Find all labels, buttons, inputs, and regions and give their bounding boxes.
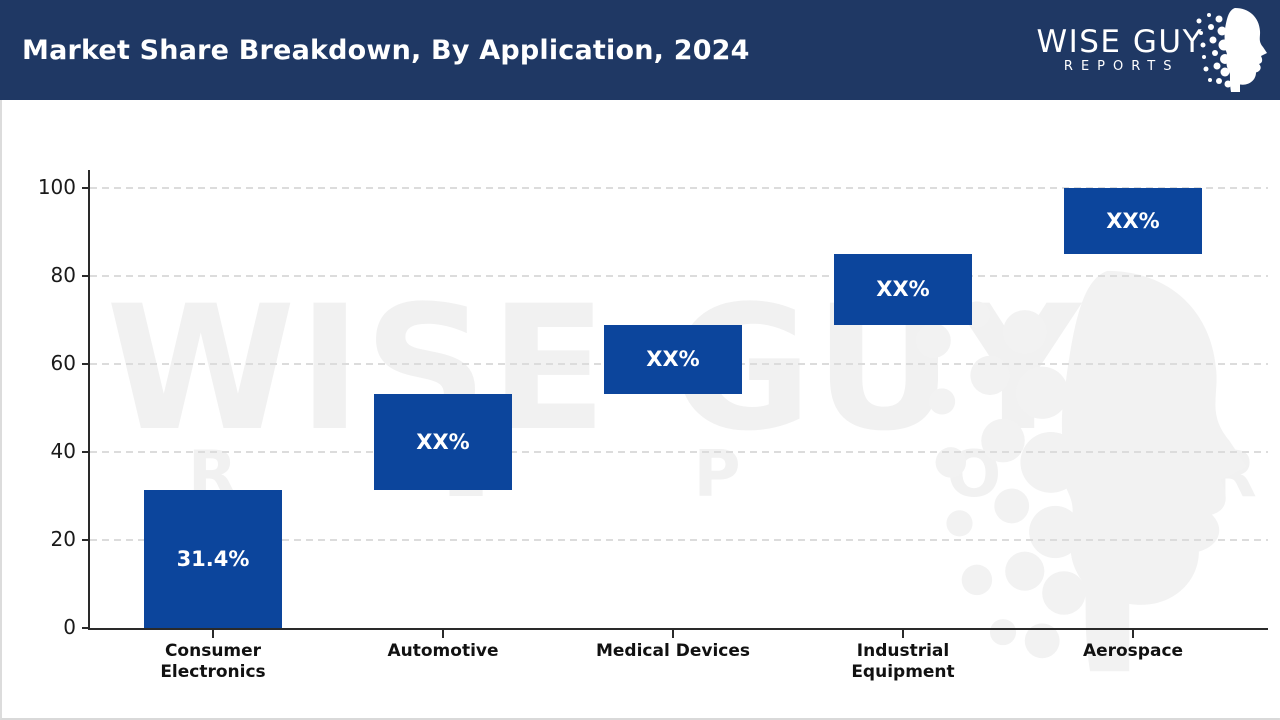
gridline — [90, 187, 1268, 189]
x-axis-tick — [672, 630, 674, 638]
x-axis-line — [88, 628, 1268, 630]
x-category-label: Automotive — [387, 641, 499, 661]
logo-wordmark-line1: WISE GUY — [1036, 23, 1203, 60]
brand-logo: WISE GUY REPORTS — [1036, 7, 1269, 93]
x-axis-tick — [442, 630, 444, 638]
bar-aerospace: XX% — [1064, 188, 1202, 254]
y-tick-label: 40 — [50, 439, 76, 463]
x-axis-tick — [212, 630, 214, 638]
x-axis-tick — [902, 630, 904, 638]
bar-value-label: XX% — [646, 347, 700, 372]
logo-wordmark: WISE GUY REPORTS — [1036, 26, 1203, 75]
x-category-label: Aerospace — [1082, 641, 1184, 661]
gridline — [90, 451, 1268, 453]
y-tick-label: 100 — [37, 175, 76, 199]
y-axis-line — [88, 170, 90, 630]
bar-value-label: XX% — [876, 277, 930, 302]
bar-value-label: XX% — [416, 429, 470, 454]
y-axis-tick — [82, 539, 90, 541]
bar-value-label: 31.4% — [176, 546, 250, 571]
logo-face-icon — [1196, 8, 1267, 92]
y-tick-label: 0 — [63, 615, 76, 639]
y-tick-label: 80 — [50, 263, 76, 287]
y-tick-label: 60 — [50, 351, 76, 375]
gridline — [90, 275, 1268, 277]
x-category-label: Industrial Equipment — [851, 641, 955, 683]
bar-industrial-equipment: XX% — [834, 254, 972, 325]
bar-consumer-electronics: 31.4% — [144, 489, 282, 628]
y-tick-label: 20 — [50, 527, 76, 551]
bar-value-label: XX% — [1106, 209, 1160, 233]
x-category-label: Medical Devices — [595, 641, 750, 661]
chart-area: WISE GUY R E P O R T S 02040608010031.4%… — [2, 100, 1280, 718]
y-axis-tick — [82, 363, 90, 365]
gridline — [90, 539, 1268, 541]
y-axis-tick — [82, 187, 90, 189]
y-axis-tick — [82, 627, 90, 629]
bar-automotive: XX% — [374, 393, 512, 490]
bar-medical-devices: XX% — [604, 324, 742, 394]
x-axis-tick — [1132, 630, 1134, 638]
chart-title: Market Share Breakdown, By Application, … — [22, 34, 750, 66]
header-bar: Market Share Breakdown, By Application, … — [0, 0, 1280, 100]
logo-wordmark-line2: REPORTS — [1063, 59, 1180, 75]
y-axis-tick — [82, 451, 90, 453]
y-axis-tick — [82, 275, 90, 277]
x-category-label: Consumer Electronics — [160, 641, 266, 683]
watermark-face-icon — [915, 270, 1247, 672]
